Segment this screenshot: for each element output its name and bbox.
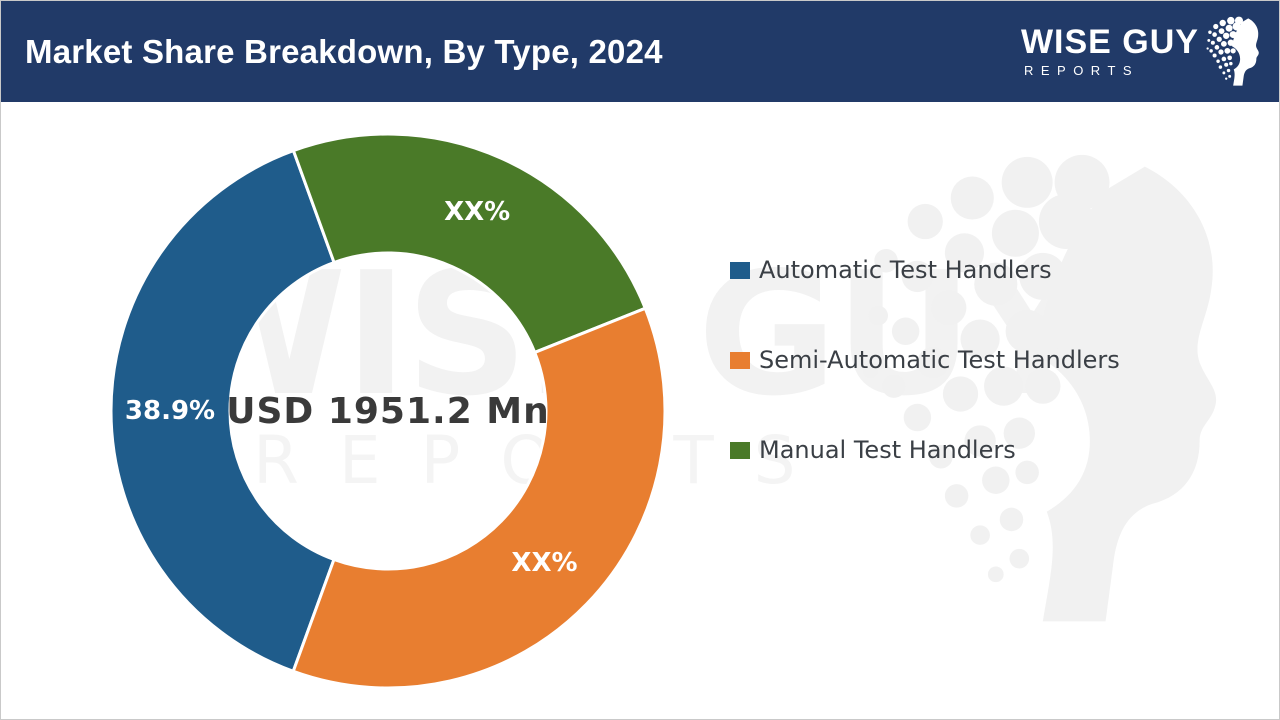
slice-percent-label: 38.9%	[125, 396, 215, 426]
legend-label: Manual Test Handlers	[759, 436, 1016, 464]
wise-guy-logo: WISE GUY REPORTS	[1021, 14, 1261, 90]
slice-automatic-test-handlers	[109, 149, 336, 673]
logo-wordmark: WISE GUY	[1020, 23, 1199, 61]
header: Market Share Breakdown, By Type, 2024 WI…	[1, 1, 1279, 102]
logo-face-icon	[1203, 14, 1261, 90]
slice-percent-label: XX%	[444, 197, 510, 227]
legend-label: Automatic Test Handlers	[759, 256, 1052, 284]
chart-legend: Automatic Test Handlers Semi-Automatic T…	[730, 253, 1120, 467]
slice-percent-label: XX%	[511, 548, 577, 578]
logo-subtitle: REPORTS	[1023, 63, 1140, 78]
legend-swatch-automatic	[730, 261, 750, 279]
legend-label: Semi-Automatic Test Handlers	[759, 346, 1120, 374]
chart-area: WISE GUY REPORTS 38.9%XX%XX% USD 1951.2 …	[1, 102, 1279, 719]
watermark-subtitle: REPORTS	[253, 428, 836, 494]
legend-item-semi-automatic-test-handlers: Semi-Automatic Test Handlers	[730, 343, 1120, 377]
slice-semi-automatic-test-handlers	[291, 306, 667, 690]
legend-item-automatic-test-handlers: Automatic Test Handlers	[730, 253, 1120, 287]
legend-swatch-manual	[730, 441, 750, 459]
slice-manual-test-handlers	[291, 132, 647, 354]
legend-swatch-semi-automatic	[730, 351, 750, 369]
donut-chart: 38.9% XX% XX%	[109, 132, 667, 690]
page-title: Market Share Breakdown, By Type, 2024	[25, 32, 663, 70]
legend-item-manual-test-handlers: Manual Test Handlers	[730, 433, 1120, 467]
